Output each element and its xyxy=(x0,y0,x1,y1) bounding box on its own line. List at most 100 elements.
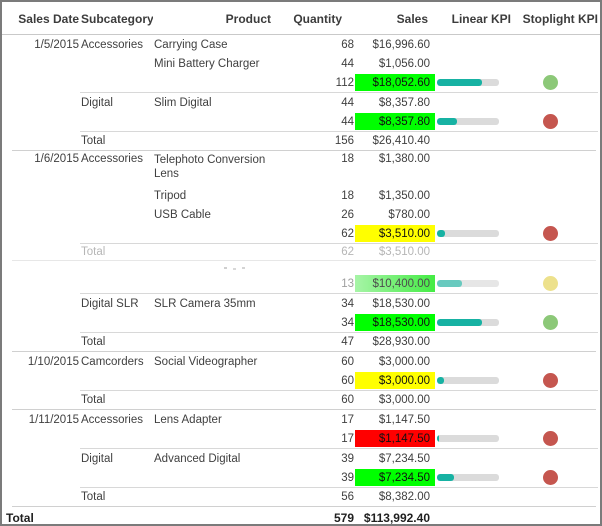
table-row-total: Total 47 $28,930.00 xyxy=(12,333,598,351)
cell-product xyxy=(153,391,271,409)
cell-stoplight-kpi xyxy=(519,224,598,243)
cell-linear-kpi xyxy=(435,274,519,293)
cell-quantity: 62 xyxy=(341,227,354,240)
cell-linear-kpi xyxy=(435,468,519,487)
stoplight-indicator xyxy=(542,470,558,485)
cell-stoplight-kpi xyxy=(519,468,598,487)
linear-kpi-bar xyxy=(437,319,483,326)
cell-sales: $16,996.60 xyxy=(372,38,430,51)
column-header-sales-date: Sales Date xyxy=(18,12,79,26)
table-row-detail: Tripod 18 $1,350.00 xyxy=(12,186,598,205)
cell-linear-kpi xyxy=(435,294,519,313)
cell-quantity: 44 xyxy=(341,96,354,109)
cell-product xyxy=(153,468,271,487)
cell-product xyxy=(153,371,271,390)
cell-linear-kpi xyxy=(435,205,519,224)
table-row-subtotal: 112 $18,052.60 xyxy=(12,73,598,92)
cell-linear-kpi xyxy=(435,54,519,73)
cell-product xyxy=(153,112,271,131)
cell-product: SLR Camera 35mm xyxy=(154,297,256,310)
cell-linear-kpi xyxy=(435,35,519,54)
cell-subcategory: Accessories xyxy=(81,413,143,426)
cell-quantity: 112 xyxy=(335,76,354,89)
cell-sales-date xyxy=(12,112,79,131)
grand-total-sales: $113,992.40 xyxy=(363,511,430,525)
table-row-subtotal: 62 $3,510.00 xyxy=(12,224,598,243)
stoplight-indicator xyxy=(542,226,558,241)
cell-sales-date xyxy=(12,468,79,487)
table-row-total: Total 56 $8,382.00 xyxy=(12,488,598,506)
cell-total-label: Total xyxy=(81,336,106,348)
linear-kpi-bar xyxy=(437,118,458,125)
linear-kpi-bar xyxy=(437,435,440,442)
cell-quantity: 60 xyxy=(341,355,354,368)
cell-product: Lens Adapter xyxy=(154,413,222,426)
cell-total-label: Total xyxy=(81,135,106,147)
cell-linear-kpi xyxy=(435,352,519,371)
cell-stoplight-kpi xyxy=(519,93,598,112)
cell-sales: $7,234.50 xyxy=(378,452,430,465)
cell-quantity: 44 xyxy=(341,57,354,70)
linear-kpi-track xyxy=(437,280,499,287)
column-header-subcategory: Subcategory xyxy=(81,12,153,26)
cell-product: Social Videographer xyxy=(154,355,258,368)
table-row-detail: Digital SLR SLR Camera 35mm 34 $18,530.0… xyxy=(12,294,598,313)
linear-kpi-track xyxy=(437,319,499,326)
cell-sales-date: 1/5/2015 xyxy=(34,38,79,51)
cell-product xyxy=(153,488,271,506)
cell-stoplight-kpi xyxy=(519,507,598,524)
cell-stoplight-kpi xyxy=(519,352,598,371)
cell-stoplight-kpi xyxy=(519,429,598,448)
cell-quantity: 13 xyxy=(341,277,354,290)
faded-artifact xyxy=(224,267,227,269)
cell-linear-kpi xyxy=(435,313,519,332)
cell-sales-date xyxy=(12,371,79,390)
cell-subcategory: Digital xyxy=(81,96,113,109)
cell-sales: $3,000.00 xyxy=(355,371,435,390)
linear-kpi-track xyxy=(437,230,499,237)
cell-sales: $7,234.50 xyxy=(355,468,435,487)
linear-kpi-bar xyxy=(437,230,446,237)
cell-quantity: 34 xyxy=(341,316,354,329)
cell-subcategory xyxy=(79,224,153,243)
linear-kpi-track xyxy=(437,118,499,125)
cell-subcategory: Digital SLR xyxy=(81,297,139,310)
cell-total-label: Total xyxy=(81,246,106,258)
row-divider xyxy=(80,92,598,93)
cell-product: Telephoto Conversion Lens xyxy=(154,154,266,180)
cell-sales-date xyxy=(12,54,79,73)
cell-quantity: 68 xyxy=(341,38,354,51)
cell-sales-date xyxy=(12,294,79,313)
linear-kpi-bar xyxy=(437,377,445,384)
cell-total-label: Total xyxy=(81,491,106,503)
cell-linear-kpi xyxy=(435,132,519,150)
cell-stoplight-kpi xyxy=(519,186,598,205)
cell-quantity: 60 xyxy=(341,394,354,406)
cell-sales-date xyxy=(12,244,79,260)
stoplight-indicator xyxy=(542,276,558,291)
row-divider xyxy=(80,243,598,244)
linear-kpi-bar xyxy=(437,280,462,287)
column-header-sales: Sales xyxy=(396,12,428,26)
cell-quantity: 34 xyxy=(341,297,354,310)
grand-total-label: Total xyxy=(6,511,34,525)
sales-kpi-cell: $1,147.50 xyxy=(355,430,435,447)
cell-subcategory xyxy=(79,73,153,92)
cell-sales: $3,000.00 xyxy=(378,355,430,368)
table-row-detail: Mini Battery Charger 44 $1,056.00 xyxy=(12,54,598,73)
table-row-detail: Digital Advanced Digital 39 $7,234.50 xyxy=(12,449,598,468)
cell-sales-date xyxy=(12,205,79,224)
cell-sales-date xyxy=(12,313,79,332)
cell-product xyxy=(153,429,271,448)
cell-product xyxy=(153,132,271,150)
cell-stoplight-kpi xyxy=(519,313,598,332)
table-header-row: Sales Date Subcategory Product Quantity … xyxy=(2,2,600,35)
cell-quantity: 39 xyxy=(341,452,354,465)
cell-quantity: 17 xyxy=(341,432,354,445)
cell-product xyxy=(153,73,271,92)
table-row-detail: 1/5/2015 Accessories Carrying Case 68 $1… xyxy=(12,35,598,54)
cell-quantity: 18 xyxy=(341,153,354,165)
cell-subcategory: Camcorders xyxy=(81,355,144,368)
cell-sales: $8,382.00 xyxy=(378,491,430,503)
